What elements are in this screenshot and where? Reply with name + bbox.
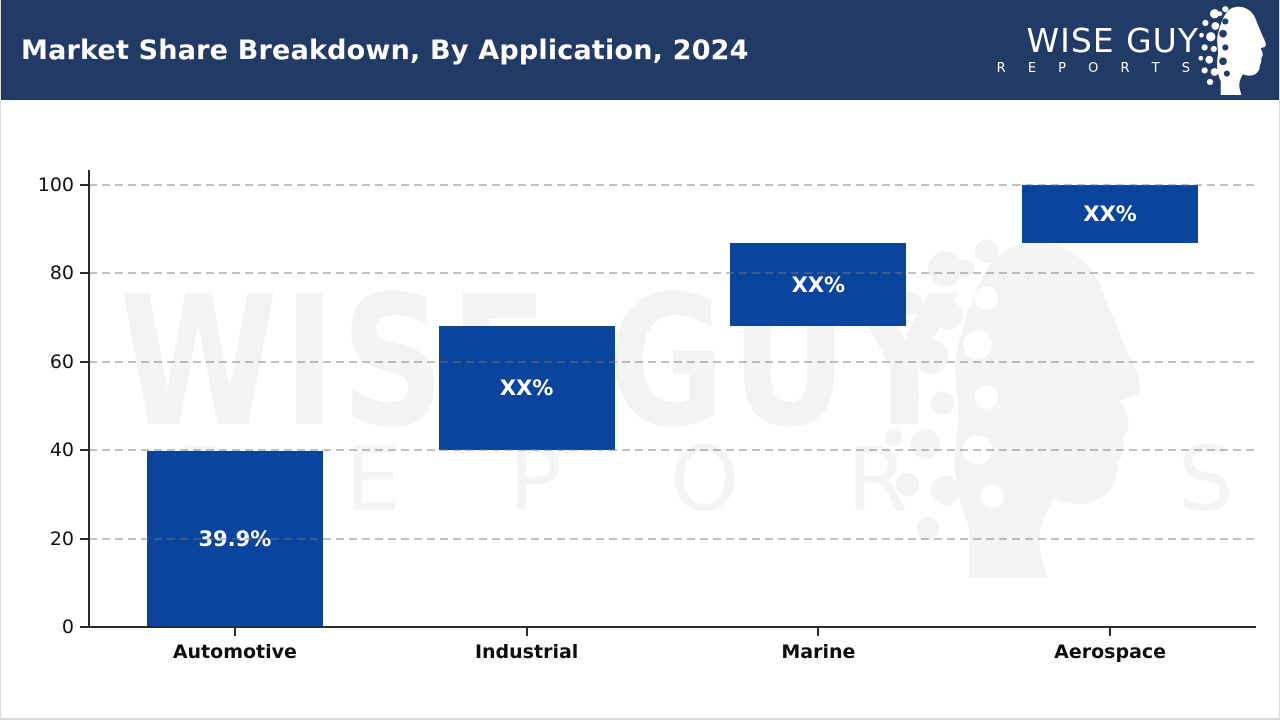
x-axis-label: Automotive (172, 641, 297, 663)
logo-text: WISE GUY R E P O R T S (997, 23, 1199, 77)
y-tick-label: 80 (49, 262, 74, 285)
y-tick-mark (80, 272, 88, 275)
logo-head-icon (1198, 6, 1266, 95)
y-tick-mark (80, 626, 88, 628)
x-axis-label: Marine (781, 641, 856, 663)
bar-value-label: XX% (791, 272, 846, 297)
x-tick-mark (817, 628, 820, 636)
bar-value-label: XX% (499, 376, 554, 401)
bar-marine: XX% (730, 242, 907, 327)
y-tick-label: 0 (61, 616, 74, 638)
gridline (89, 272, 1256, 275)
gridline (89, 360, 1256, 363)
x-axis-label: Aerospace (1054, 641, 1167, 663)
x-axis-label: Industrial (474, 641, 579, 663)
y-tick-mark (80, 360, 88, 363)
page-title: Market Share Breakdown, By Application, … (21, 34, 749, 66)
header-bar: Market Share Breakdown, By Application, … (1, 0, 1279, 100)
logo: WISE GUY R E P O R T S (997, 0, 1279, 100)
y-tick-mark (80, 184, 88, 186)
y-tick-label: 40 (49, 439, 74, 462)
y-tick-label: 100 (37, 174, 74, 196)
gridline (89, 449, 1256, 452)
gridline (89, 184, 1256, 186)
y-tick-label: 20 (49, 527, 74, 550)
y-axis-line (88, 170, 90, 628)
bar-value-label: 39.9% (198, 526, 272, 551)
y-tick-mark (80, 449, 88, 452)
gridline (89, 537, 1256, 540)
watermark-head-icon (884, 239, 1141, 578)
bar-industrial: XX% (438, 326, 615, 451)
x-tick-mark (525, 628, 528, 636)
logo-wordmark: WISE GUY (1026, 21, 1199, 60)
y-tick-label: 60 (49, 350, 74, 373)
x-tick-mark (233, 628, 236, 636)
bar-automotive: 39.9% (146, 450, 323, 627)
logo-subtitle: R E P O R T S (996, 61, 1199, 76)
y-tick-mark (80, 537, 88, 540)
x-axis-line (88, 626, 1256, 628)
bar-value-label: XX% (1083, 201, 1137, 226)
x-tick-mark (1109, 628, 1112, 636)
bar-aerospace: XX% (1022, 185, 1199, 243)
